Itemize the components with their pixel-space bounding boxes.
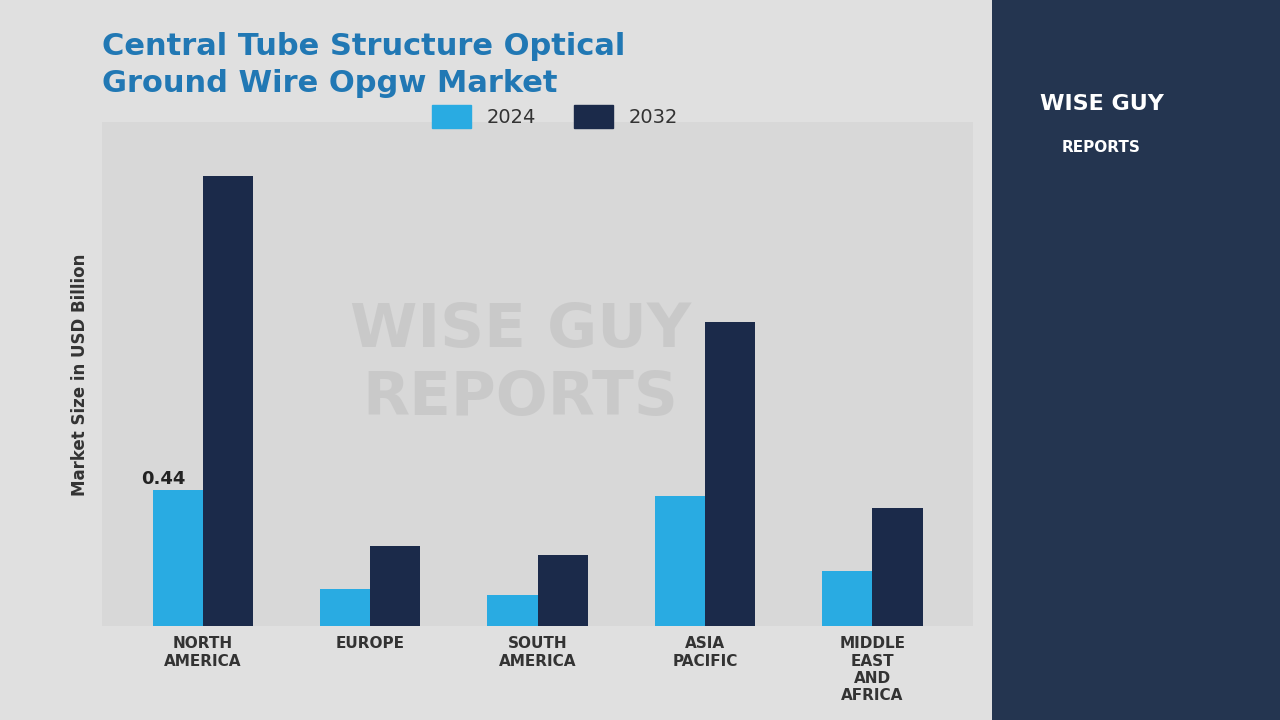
Y-axis label: Market Size in USD Billion: Market Size in USD Billion bbox=[70, 253, 88, 495]
Bar bbox=[538, 555, 588, 626]
Circle shape bbox=[776, 0, 1280, 720]
Bar bbox=[873, 508, 923, 626]
Text: 0.44: 0.44 bbox=[141, 469, 186, 487]
Legend: 2024, 2032: 2024, 2032 bbox=[424, 97, 686, 136]
Text: WISE GUY: WISE GUY bbox=[1039, 94, 1164, 114]
Bar bbox=[152, 490, 202, 626]
Bar bbox=[370, 546, 420, 626]
Bar bbox=[822, 570, 873, 626]
Text: Central Tube Structure Optical
Ground Wire Opgw Market: Central Tube Structure Optical Ground Wi… bbox=[102, 32, 626, 99]
Text: REPORTS: REPORTS bbox=[1062, 140, 1140, 155]
Bar bbox=[320, 589, 370, 626]
Bar bbox=[488, 595, 538, 626]
Bar bbox=[655, 496, 705, 626]
Bar bbox=[202, 176, 253, 626]
Text: WISE GUY
REPORTS: WISE GUY REPORTS bbox=[349, 301, 691, 428]
Bar bbox=[705, 323, 755, 626]
